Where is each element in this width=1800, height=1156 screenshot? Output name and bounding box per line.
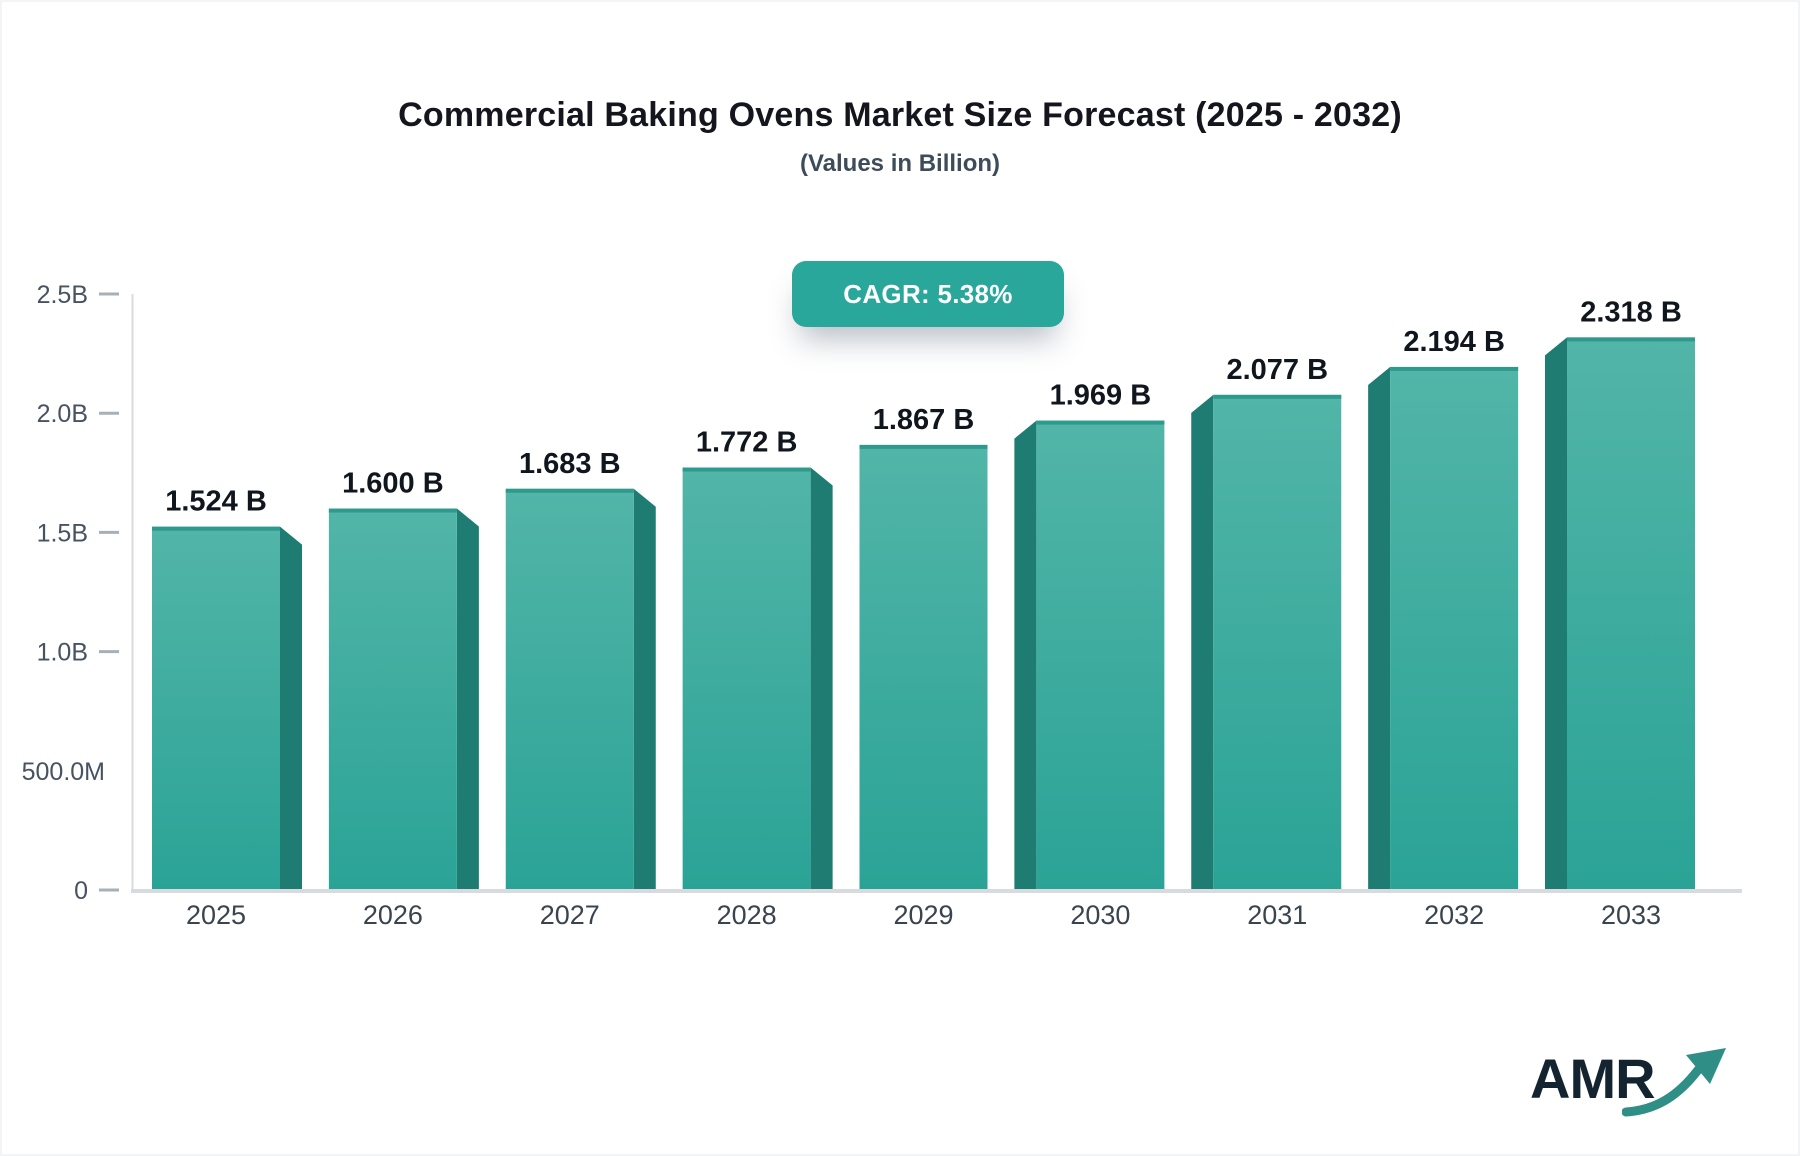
bar-side-3d <box>1191 394 1214 890</box>
x-axis-label: 2033 <box>1601 900 1661 930</box>
bar-side-3d <box>1545 337 1567 890</box>
bar-group-2027: 1.683 B 2027 <box>505 448 656 930</box>
bar-group-2031: 2.077 B 2031 <box>1191 354 1342 930</box>
bar-value-label: 1.600 B <box>342 468 444 500</box>
bar-top-edge <box>1390 366 1519 371</box>
cagr-badge: CAGR: 5.38% <box>792 261 1064 327</box>
bar-side-3d <box>633 488 656 890</box>
bar-value-label: 1.683 B <box>519 448 621 480</box>
bar-side-3d <box>810 467 833 890</box>
bar-value-label: 1.524 B <box>165 486 267 518</box>
bar-top-edge <box>328 508 457 513</box>
bar-group-2025: 1.524 B 2025 <box>152 486 302 930</box>
bar-side-3d <box>280 526 302 890</box>
y-axis-tick-label: 500.0M <box>22 758 105 786</box>
bar-2028 <box>682 467 811 890</box>
bar-value-label: 1.867 B <box>873 404 975 436</box>
amr-logo: AMR <box>1530 1042 1726 1122</box>
bar-side-3d <box>1014 420 1037 890</box>
bar-group-2026: 1.600 B 2026 <box>328 468 479 930</box>
bar-group-2029: 1.867 B 2029 <box>859 404 988 930</box>
bar-value-label: 2.194 B <box>1403 326 1505 358</box>
chart-title: Commercial Baking Ovens Market Size Fore… <box>398 96 1402 134</box>
amr-logo-text: AMR <box>1530 1047 1656 1110</box>
bar-group-2030: 1.969 B 2030 <box>1014 380 1165 930</box>
bar-2030 <box>1036 420 1165 890</box>
bar-2027 <box>505 488 634 890</box>
bar-value-label: 2.318 B <box>1580 296 1682 328</box>
bar-top-edge <box>859 444 988 449</box>
x-axis-label: 2028 <box>717 900 777 930</box>
cagr-badge-label: CAGR: 5.38% <box>843 278 1013 309</box>
bar-top-edge <box>505 488 634 493</box>
bar-2025 <box>152 526 280 890</box>
bar-group-2032: 2.194 B 2032 <box>1368 326 1519 930</box>
x-axis-label: 2029 <box>893 900 953 930</box>
bar-2033 <box>1567 337 1695 890</box>
y-axis-tick-label: 0 <box>74 877 88 905</box>
y-axis-tick-label: 2.5B <box>37 281 88 309</box>
y-axis-tick-label: 2.0B <box>37 400 88 428</box>
bar-group-2028: 1.772 B 2028 <box>682 427 833 930</box>
bar-value-label: 1.969 B <box>1050 380 1152 412</box>
bar-top-edge <box>152 526 280 531</box>
x-axis-label: 2026 <box>363 900 423 930</box>
bar-side-3d <box>1368 366 1391 890</box>
bar-side-3d <box>456 508 479 890</box>
bar-value-label: 2.077 B <box>1226 354 1328 386</box>
bar-value-label: 1.772 B <box>696 427 798 459</box>
bar-top-edge <box>1567 337 1695 342</box>
y-axis-tick-label: 1.0B <box>37 639 88 667</box>
x-axis-label: 2027 <box>540 900 600 930</box>
bar-2031 <box>1213 394 1342 890</box>
x-axis-label: 2030 <box>1070 900 1130 930</box>
x-axis-label: 2025 <box>186 900 246 930</box>
bar-top-edge <box>1213 394 1342 399</box>
bar-top-edge <box>682 467 811 472</box>
bar-2026 <box>328 508 457 890</box>
bar-2029 <box>859 444 988 890</box>
x-axis-label: 2031 <box>1247 900 1307 930</box>
x-axis-label: 2032 <box>1424 900 1484 930</box>
growth-arrow-icon <box>1622 1048 1726 1117</box>
bar-top-edge <box>1036 420 1165 425</box>
bar-2032 <box>1390 366 1519 890</box>
chart-subtitle: (Values in Billion) <box>799 150 1001 177</box>
bar-group-2033: 2.318 B 2033 <box>1545 296 1695 930</box>
y-axis-tick-label: 1.5B <box>37 519 88 547</box>
